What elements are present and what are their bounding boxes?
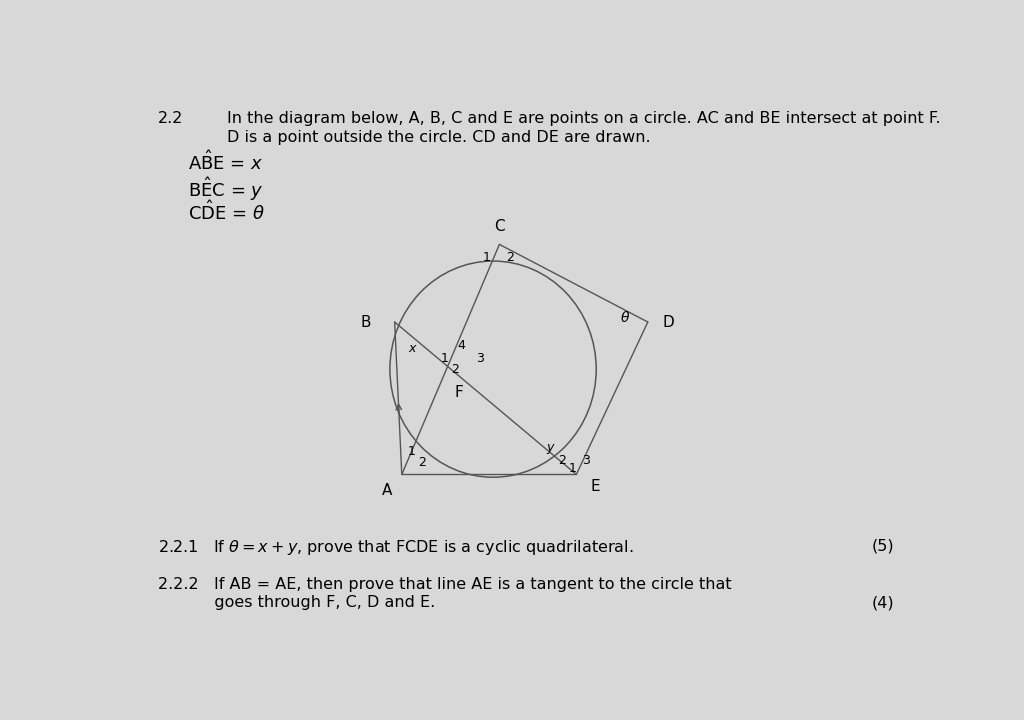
Text: 2: 2: [558, 454, 566, 467]
Text: x: x: [409, 342, 416, 355]
Text: F: F: [455, 384, 463, 400]
Text: 2: 2: [451, 363, 459, 376]
Text: D is a point outside the circle. CD and DE are drawn.: D is a point outside the circle. CD and …: [227, 130, 651, 145]
Text: B$\hat{\mathsf{E}}$C = $y$: B$\hat{\mathsf{E}}$C = $y$: [187, 175, 263, 203]
Text: goes through F, C, D and E.: goes through F, C, D and E.: [158, 595, 435, 611]
Text: 1: 1: [408, 445, 416, 458]
Text: In the diagram below, A, B, C and E are points on a circle. AC and BE intersect : In the diagram below, A, B, C and E are …: [227, 112, 941, 126]
Text: 2: 2: [418, 456, 426, 469]
Text: (4): (4): [871, 595, 894, 611]
Text: 3: 3: [476, 352, 484, 365]
Text: 2.2: 2.2: [158, 112, 183, 126]
Text: 4: 4: [458, 339, 465, 352]
Text: D: D: [663, 315, 674, 330]
Text: 2.2.1   If $\theta = x + y$, prove that FCDE is a cyclic quadrilateral.: 2.2.1 If $\theta = x + y$, prove that FC…: [158, 539, 634, 557]
Text: A: A: [382, 483, 392, 498]
Text: $\theta$: $\theta$: [621, 310, 631, 325]
Text: 1: 1: [568, 462, 577, 475]
Text: 2: 2: [507, 251, 514, 264]
Text: 2.2.2   If AB = AE, then prove that line AE is a tangent to the circle that: 2.2.2 If AB = AE, then prove that line A…: [158, 577, 732, 592]
Text: y: y: [547, 441, 554, 454]
Text: 3: 3: [582, 454, 590, 467]
Text: C$\hat{\mathsf{D}}$E = $\theta$: C$\hat{\mathsf{D}}$E = $\theta$: [187, 200, 264, 224]
Text: E: E: [591, 479, 600, 494]
Text: (5): (5): [871, 539, 894, 553]
Text: 1: 1: [440, 352, 449, 365]
Text: A$\hat{\mathsf{B}}$E = $x$: A$\hat{\mathsf{B}}$E = $x$: [187, 150, 263, 174]
Text: C: C: [495, 220, 505, 235]
Text: 1: 1: [482, 251, 490, 264]
Text: B: B: [360, 315, 371, 330]
